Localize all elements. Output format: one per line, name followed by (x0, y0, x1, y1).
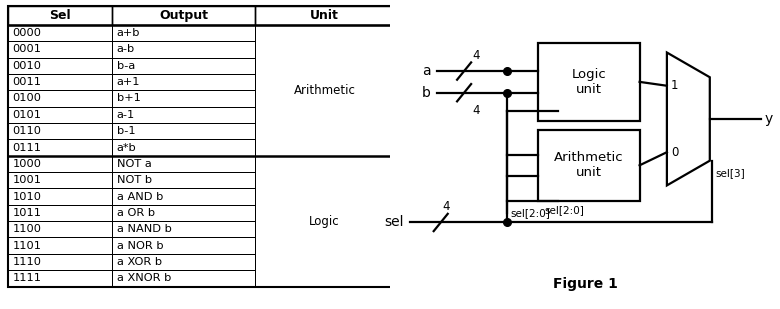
Bar (112, 107, 255, 123)
Text: b-a: b-a (117, 61, 135, 71)
Text: sel[3]: sel[3] (716, 168, 746, 178)
Bar (538, 130, 640, 201)
Bar (112, 41, 255, 57)
Bar (8, 123, 112, 139)
Text: 1100: 1100 (12, 224, 41, 234)
Bar (112, 90, 255, 107)
Bar (8, 188, 112, 205)
Text: b-1: b-1 (117, 126, 135, 136)
Bar (112, 172, 255, 188)
Text: Output: Output (159, 9, 208, 22)
Bar (8, 74, 112, 90)
Text: Logic: Logic (309, 215, 339, 228)
Bar (538, 43, 640, 121)
Text: a*b: a*b (117, 142, 136, 153)
Text: 4: 4 (443, 200, 450, 213)
Text: Sel: Sel (49, 9, 71, 22)
Bar (8, 57, 112, 74)
Text: sel[2:0]: sel[2:0] (544, 205, 584, 215)
Bar (8, 205, 112, 221)
Text: a NAND b: a NAND b (117, 224, 172, 234)
Bar (8, 107, 112, 123)
Bar (8, 90, 112, 107)
Text: Unit: Unit (310, 9, 339, 22)
Bar (8, 6, 112, 25)
Bar (112, 238, 255, 254)
Bar (112, 188, 255, 205)
Text: sel: sel (384, 215, 404, 230)
Bar (112, 205, 255, 221)
Text: y: y (764, 112, 773, 126)
Text: b: b (422, 86, 431, 100)
Text: a+1: a+1 (117, 77, 140, 87)
Text: a XNOR b: a XNOR b (117, 273, 171, 283)
Text: a XOR b: a XOR b (117, 257, 161, 267)
Bar (112, 25, 255, 41)
Text: a OR b: a OR b (117, 208, 154, 218)
Text: a+b: a+b (117, 28, 140, 38)
Text: 1010: 1010 (12, 192, 41, 201)
Bar (112, 156, 255, 172)
Text: b+1: b+1 (117, 94, 140, 104)
Bar (112, 6, 255, 25)
Bar (112, 123, 255, 139)
Bar (112, 221, 255, 238)
Text: 0011: 0011 (12, 77, 41, 87)
Bar (112, 74, 255, 90)
Text: NOT a: NOT a (117, 159, 151, 169)
Text: a-1: a-1 (117, 110, 135, 120)
Bar (112, 270, 255, 286)
Text: sel[2:0]: sel[2:0] (510, 208, 550, 218)
Bar (112, 254, 255, 270)
Text: 0: 0 (671, 146, 678, 159)
Bar (8, 270, 112, 286)
Bar (8, 238, 112, 254)
Text: 0100: 0100 (12, 94, 41, 104)
Text: NOT b: NOT b (117, 175, 152, 185)
Text: Arithmetic
unit: Arithmetic unit (554, 151, 624, 179)
Text: 4: 4 (472, 49, 480, 62)
Bar (255, 25, 394, 156)
Bar (255, 156, 394, 286)
Text: 1011: 1011 (12, 208, 41, 218)
Bar (8, 156, 112, 172)
Text: 1101: 1101 (12, 241, 41, 251)
Text: 0010: 0010 (12, 61, 41, 71)
Bar (8, 221, 112, 238)
Text: 1110: 1110 (12, 257, 41, 267)
Text: 0110: 0110 (12, 126, 41, 136)
Bar (112, 139, 255, 156)
Text: 4: 4 (472, 104, 480, 116)
Bar (8, 139, 112, 156)
Bar (8, 25, 112, 41)
Text: a: a (422, 64, 431, 78)
Bar (8, 254, 112, 270)
Text: Arithmetic: Arithmetic (293, 84, 356, 97)
Text: Logic
unit: Logic unit (572, 68, 606, 96)
Text: 0101: 0101 (12, 110, 41, 120)
Text: Figure 1: Figure 1 (552, 277, 618, 291)
Text: 1001: 1001 (12, 175, 41, 185)
Bar (255, 6, 394, 25)
Text: 1111: 1111 (12, 273, 41, 283)
Text: 0111: 0111 (12, 142, 41, 153)
Text: 1: 1 (671, 79, 679, 92)
Bar (8, 41, 112, 57)
Bar (112, 57, 255, 74)
Text: a NOR b: a NOR b (117, 241, 163, 251)
Bar (8, 172, 112, 188)
Text: a AND b: a AND b (117, 192, 163, 201)
Text: a-b: a-b (117, 44, 135, 54)
Text: 1000: 1000 (12, 159, 41, 169)
Text: 0000: 0000 (12, 28, 41, 38)
Text: 0001: 0001 (12, 44, 41, 54)
